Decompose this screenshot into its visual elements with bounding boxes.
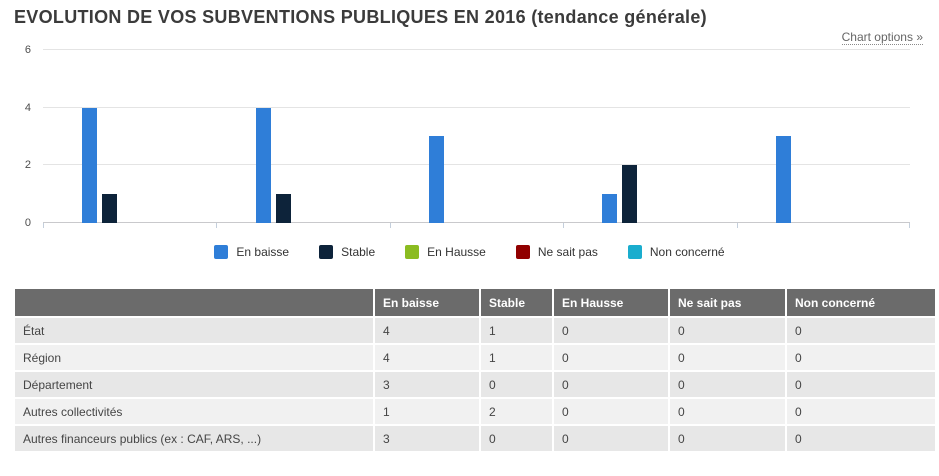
chart-options-row: Chart options » [0,29,923,45]
legend-label: Non concerné [649,245,725,259]
legend-swatch [319,245,334,259]
legend-label: En baisse [236,245,290,259]
page-title: EVOLUTION DE VOS SUBVENTIONS PUBLIQUES E… [14,7,707,27]
gridline [43,106,910,108]
bar [275,194,291,223]
results-table: En baisse Stable En Hausse Ne sait pas Non c… [13,287,937,453]
value-cell: 0 [787,345,935,370]
chart-legend: En baisse Stable En Hausse Ne sait pas Non c… [0,244,939,260]
value-cell: 0 [481,372,552,397]
value-cell: 0 [554,426,668,451]
bar [775,136,791,223]
legend-item[interactable]: Stable [319,245,375,259]
legend-item[interactable]: Ne sait pas [515,245,598,259]
bar [102,194,118,223]
y-axis-tick-label: 2 [24,159,31,172]
legend-item[interactable]: En baisse [214,245,289,259]
x-axis-line [43,222,910,223]
legend-swatch [627,245,642,259]
value-cell: 0 [670,426,785,451]
table-header-cell: En Hausse [554,289,668,316]
bar-chart-plot-area: 0 2 4 6 [25,44,910,229]
bar [255,108,271,223]
value-cell: 0 [554,372,668,397]
row-label-cell: Autres financeurs publics (ex : CAF, ARS… [15,426,373,451]
y-axis-tick-label: 4 [24,101,31,114]
legend-item[interactable]: En Hausse [405,245,486,259]
value-cell: 0 [787,426,935,451]
bar [82,108,98,223]
gridline [43,164,910,166]
value-cell: 4 [375,345,479,370]
value-cell: 0 [670,372,785,397]
value-cell: 0 [670,318,785,343]
x-axis-tick [216,223,218,228]
value-cell: 0 [787,399,935,424]
x-axis-tick [389,223,391,228]
value-cell: 2 [481,399,552,424]
y-axis-tick-label: 0 [24,217,31,229]
row-label-cell: État [15,318,373,343]
x-axis-tick [736,223,738,228]
table-row: Autres collectivités 1 2 0 0 0 [15,399,935,424]
table-header-cell: En baisse [375,289,479,316]
table-header-cell: Ne sait pas [670,289,785,316]
value-cell: 0 [670,345,785,370]
legend-swatch [405,245,420,259]
table-row: Autres financeurs publics (ex : CAF, ARS… [15,426,935,451]
value-cell: 0 [554,318,668,343]
table-header-cell: Stable [481,289,552,316]
bar-group [390,50,563,223]
value-cell: 1 [481,318,552,343]
legend-label: Ne sait pas [537,245,598,259]
bar [602,194,618,223]
row-label-cell: Région [15,345,373,370]
x-axis-tick [909,223,910,228]
table-header-row: En baisse Stable En Hausse Ne sait pas Non c… [15,289,935,316]
table-header-cell: Non concerné [787,289,935,316]
bar [429,136,445,223]
legend-label: En Hausse [427,245,486,259]
row-label-cell: Département [15,372,373,397]
value-cell: 0 [481,426,552,451]
value-cell: 0 [554,399,668,424]
value-cell: 0 [554,345,668,370]
bar-group [737,50,910,223]
x-axis-tick [563,223,565,228]
value-cell: 0 [787,372,935,397]
table-row: Région 4 1 0 0 0 [15,345,935,370]
table-row: État 4 1 0 0 0 [15,318,935,343]
legend-item[interactable]: Non concerné [627,245,725,259]
chart-widget: Chart options » 0 2 4 6 En baisse Stable En H… [0,29,939,260]
row-label-cell: Autres collectivités [15,399,373,424]
legend-swatch [214,245,229,259]
chart-options-link[interactable]: Chart options » [841,30,923,45]
y-axis-tick-label: 6 [24,44,31,56]
value-cell: 1 [481,345,552,370]
table-row: Département 3 0 0 0 0 [15,372,935,397]
x-axis-tick [43,223,44,228]
value-cell: 0 [670,399,785,424]
value-cell: 1 [375,399,479,424]
legend-label: Stable [341,245,376,259]
bar-group [216,50,389,223]
table-header-cell [15,289,373,316]
legend-swatch [515,245,530,259]
bar-group [563,50,736,223]
report-page: EVOLUTION DE VOS SUBVENTIONS PUBLIQUES E… [0,6,939,476]
value-cell: 3 [375,426,479,451]
value-cell: 3 [375,372,479,397]
value-cell: 4 [375,318,479,343]
bar-group [43,50,216,223]
gridline [43,49,910,50]
value-cell: 0 [787,318,935,343]
bar [622,165,638,223]
bar-groups [43,50,910,223]
